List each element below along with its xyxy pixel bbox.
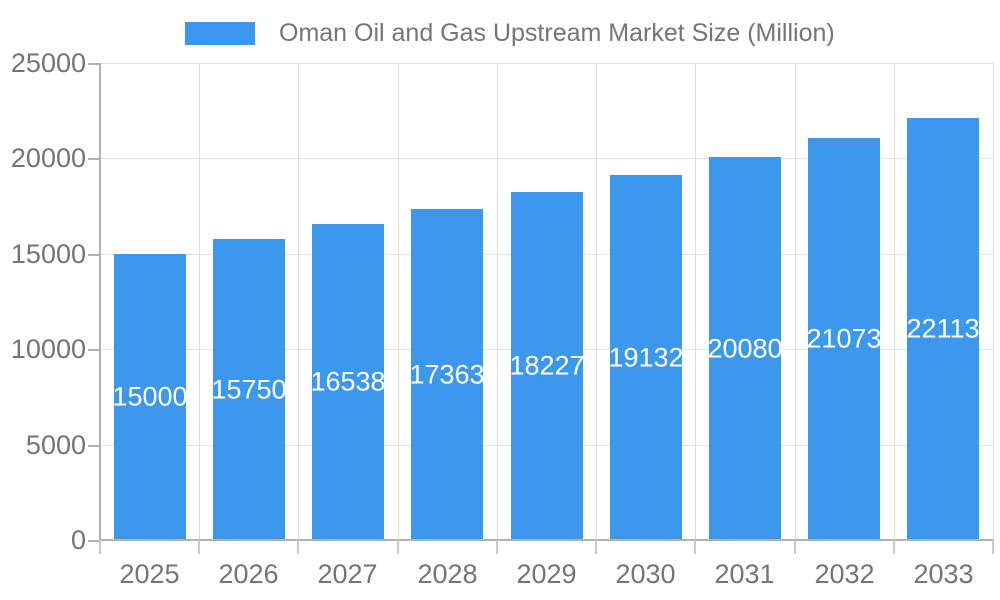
bar-value-label: 15750 — [211, 374, 287, 404]
bar-value-label: 20080 — [707, 333, 783, 363]
x-axis-tick-label: 2030 — [615, 559, 676, 589]
y-axis-tick-label: 0 — [70, 525, 86, 555]
bar-2028[interactable]: 17363 — [409, 209, 485, 540]
y-axis-tick-label: 10000 — [10, 334, 86, 364]
v-gridline — [199, 63, 200, 540]
y-axis-tick — [88, 158, 100, 160]
x-axis-tick — [198, 540, 200, 554]
v-gridline — [497, 63, 498, 540]
y-axis-tick — [88, 445, 100, 447]
bar-2030[interactable]: 19132 — [608, 175, 684, 540]
bar-2033[interactable]: 22113 — [906, 118, 980, 540]
y-axis-tick-label: 5000 — [25, 430, 86, 460]
v-gridline — [894, 63, 895, 540]
bar-value-label: 21073 — [806, 323, 882, 354]
bar-value-label: 16538 — [310, 366, 386, 397]
bar-value-label: 17363 — [409, 359, 485, 389]
legend[interactable]: Oman Oil and Gas Upstream Market Size (M… — [185, 20, 835, 47]
bar-value-label: 15000 — [112, 381, 188, 412]
v-gridline — [398, 63, 399, 540]
v-gridline — [795, 63, 796, 540]
bar-2031[interactable]: 20080 — [707, 157, 783, 540]
h-gridline — [100, 158, 993, 159]
x-axis-tick — [297, 540, 299, 554]
x-axis-tick — [794, 540, 796, 554]
bar-2026[interactable]: 15750 — [211, 239, 287, 540]
y-axis-tick — [88, 349, 100, 351]
bar-2032[interactable]: 21073 — [806, 138, 882, 540]
y-axis-tick — [88, 540, 100, 542]
x-axis-tick-label: 2027 — [317, 559, 378, 589]
x-axis-tick-label: 2026 — [218, 559, 279, 589]
y-axis-line — [99, 63, 101, 541]
x-axis-line — [99, 539, 994, 541]
bar-2025[interactable]: 15000 — [112, 254, 188, 540]
x-axis-tick — [694, 540, 696, 554]
x-axis-tick-label: 2032 — [814, 559, 875, 589]
bar-value-label: 22113 — [906, 313, 980, 344]
y-axis-tick — [88, 63, 100, 65]
v-gridline — [298, 63, 299, 540]
bar-2027[interactable]: 16538 — [310, 224, 386, 540]
x-axis-tick-label: 2028 — [417, 559, 478, 589]
v-gridline — [695, 63, 696, 540]
y-axis-tick-label: 15000 — [10, 239, 86, 269]
bar-value-label: 18227 — [509, 350, 585, 381]
h-gridline — [100, 63, 993, 64]
legend-label: Oman Oil and Gas Upstream Market Size (M… — [279, 19, 835, 47]
legend-swatch — [185, 22, 255, 45]
plot-area: 15000 15750 16538 17363 18227 19132 20080 21073… — [100, 63, 994, 540]
x-axis-tick-label: 2031 — [714, 559, 775, 589]
bar-value-label: 19132 — [608, 342, 684, 372]
v-gridline — [993, 63, 994, 540]
y-axis-tick-label: 25000 — [10, 48, 86, 78]
x-axis-tick — [893, 540, 895, 554]
x-axis-tick — [595, 540, 597, 554]
x-axis-tick-label: 2029 — [516, 559, 577, 589]
x-axis-tick — [397, 540, 399, 554]
x-axis-tick-label: 2025 — [119, 559, 180, 589]
bar-2029[interactable]: 18227 — [509, 192, 585, 540]
x-axis-tick — [496, 540, 498, 554]
v-gridline — [596, 63, 597, 540]
x-axis-tick — [99, 540, 101, 554]
y-axis-tick — [88, 254, 100, 256]
x-axis-tick-label: 2033 — [913, 559, 974, 589]
x-axis-tick — [992, 540, 994, 554]
y-axis-tick-label: 20000 — [10, 143, 86, 173]
